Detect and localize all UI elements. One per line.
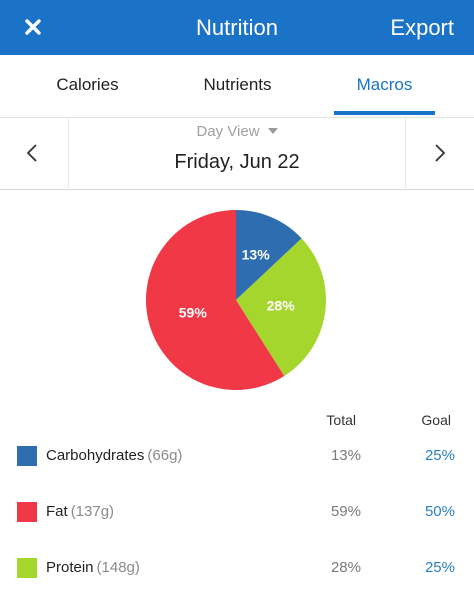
close-button[interactable] bbox=[18, 12, 48, 42]
next-day-button[interactable] bbox=[405, 118, 474, 188]
pie-label-fat: 59% bbox=[179, 305, 208, 321]
tab-bar: Calories Nutrients Macros bbox=[0, 55, 474, 117]
macro-total: 13% bbox=[330, 447, 361, 464]
date-navigator: Day View Friday, Jun 22 bbox=[0, 117, 474, 190]
macro-name: Carbohydrates bbox=[46, 447, 145, 464]
macro-total: 59% bbox=[330, 503, 361, 520]
macros-pie-chart: 13% 28% 59% bbox=[146, 210, 326, 390]
goal-column-header: Goal bbox=[421, 412, 451, 428]
chevron-left-icon bbox=[26, 144, 37, 162]
color-swatch bbox=[17, 502, 37, 522]
chevron-right-icon bbox=[435, 144, 446, 162]
macro-total: 28% bbox=[330, 559, 361, 576]
page-title: Nutrition bbox=[196, 15, 278, 40]
tab-macros[interactable]: Macros bbox=[356, 75, 413, 94]
pie-label-carbohydrates: 13% bbox=[242, 247, 271, 263]
macro-name: Protein bbox=[46, 559, 94, 576]
day-view-label: Day View bbox=[196, 123, 260, 140]
macro-name-label: Protein (148g) bbox=[46, 559, 140, 576]
chevron-down-icon bbox=[267, 128, 278, 134]
macro-row-fat: Fat (137g) 59% 50% bbox=[0, 493, 474, 533]
macro-amount: (66g) bbox=[147, 447, 183, 464]
pie-slice-fat bbox=[146, 210, 285, 390]
macro-name-label: Fat (137g) bbox=[46, 503, 114, 520]
pie-slice-carbohydrates bbox=[236, 210, 302, 300]
macro-goal[interactable]: 25% bbox=[424, 559, 455, 576]
macro-goal[interactable]: 25% bbox=[424, 447, 455, 464]
macro-row-protein: Protein (148g) 28% 25% bbox=[0, 549, 474, 589]
macro-amount: (148g) bbox=[96, 559, 140, 576]
tab-nutrients[interactable]: Nutrients bbox=[203, 75, 272, 94]
macro-name: Fat bbox=[46, 503, 68, 520]
color-swatch bbox=[17, 558, 37, 578]
total-column-header: Total bbox=[326, 412, 356, 428]
close-icon bbox=[25, 19, 41, 35]
pie-label-protein: 28% bbox=[267, 298, 296, 314]
macros-content: 13% 28% 59% Total Goal Carbohydrates (66g) … bbox=[0, 190, 474, 607]
current-date: Friday, Jun 22 bbox=[174, 151, 300, 173]
color-swatch bbox=[17, 446, 37, 466]
day-view-selector[interactable]: Day View bbox=[0, 123, 474, 140]
pie-slice-protein bbox=[236, 238, 326, 376]
previous-day-button[interactable] bbox=[0, 118, 69, 188]
active-tab-indicator bbox=[334, 111, 435, 115]
macro-amount: (137g) bbox=[70, 503, 115, 520]
macro-goal[interactable]: 50% bbox=[424, 503, 455, 520]
export-button[interactable]: Export bbox=[390, 15, 454, 40]
macro-row-carbohydrates: Carbohydrates (66g) 13% 25% bbox=[0, 437, 474, 477]
tab-calories[interactable]: Calories bbox=[56, 75, 119, 94]
macro-name-label: Carbohydrates (66g) bbox=[46, 447, 182, 464]
top-bar: Nutrition Export bbox=[0, 0, 474, 55]
